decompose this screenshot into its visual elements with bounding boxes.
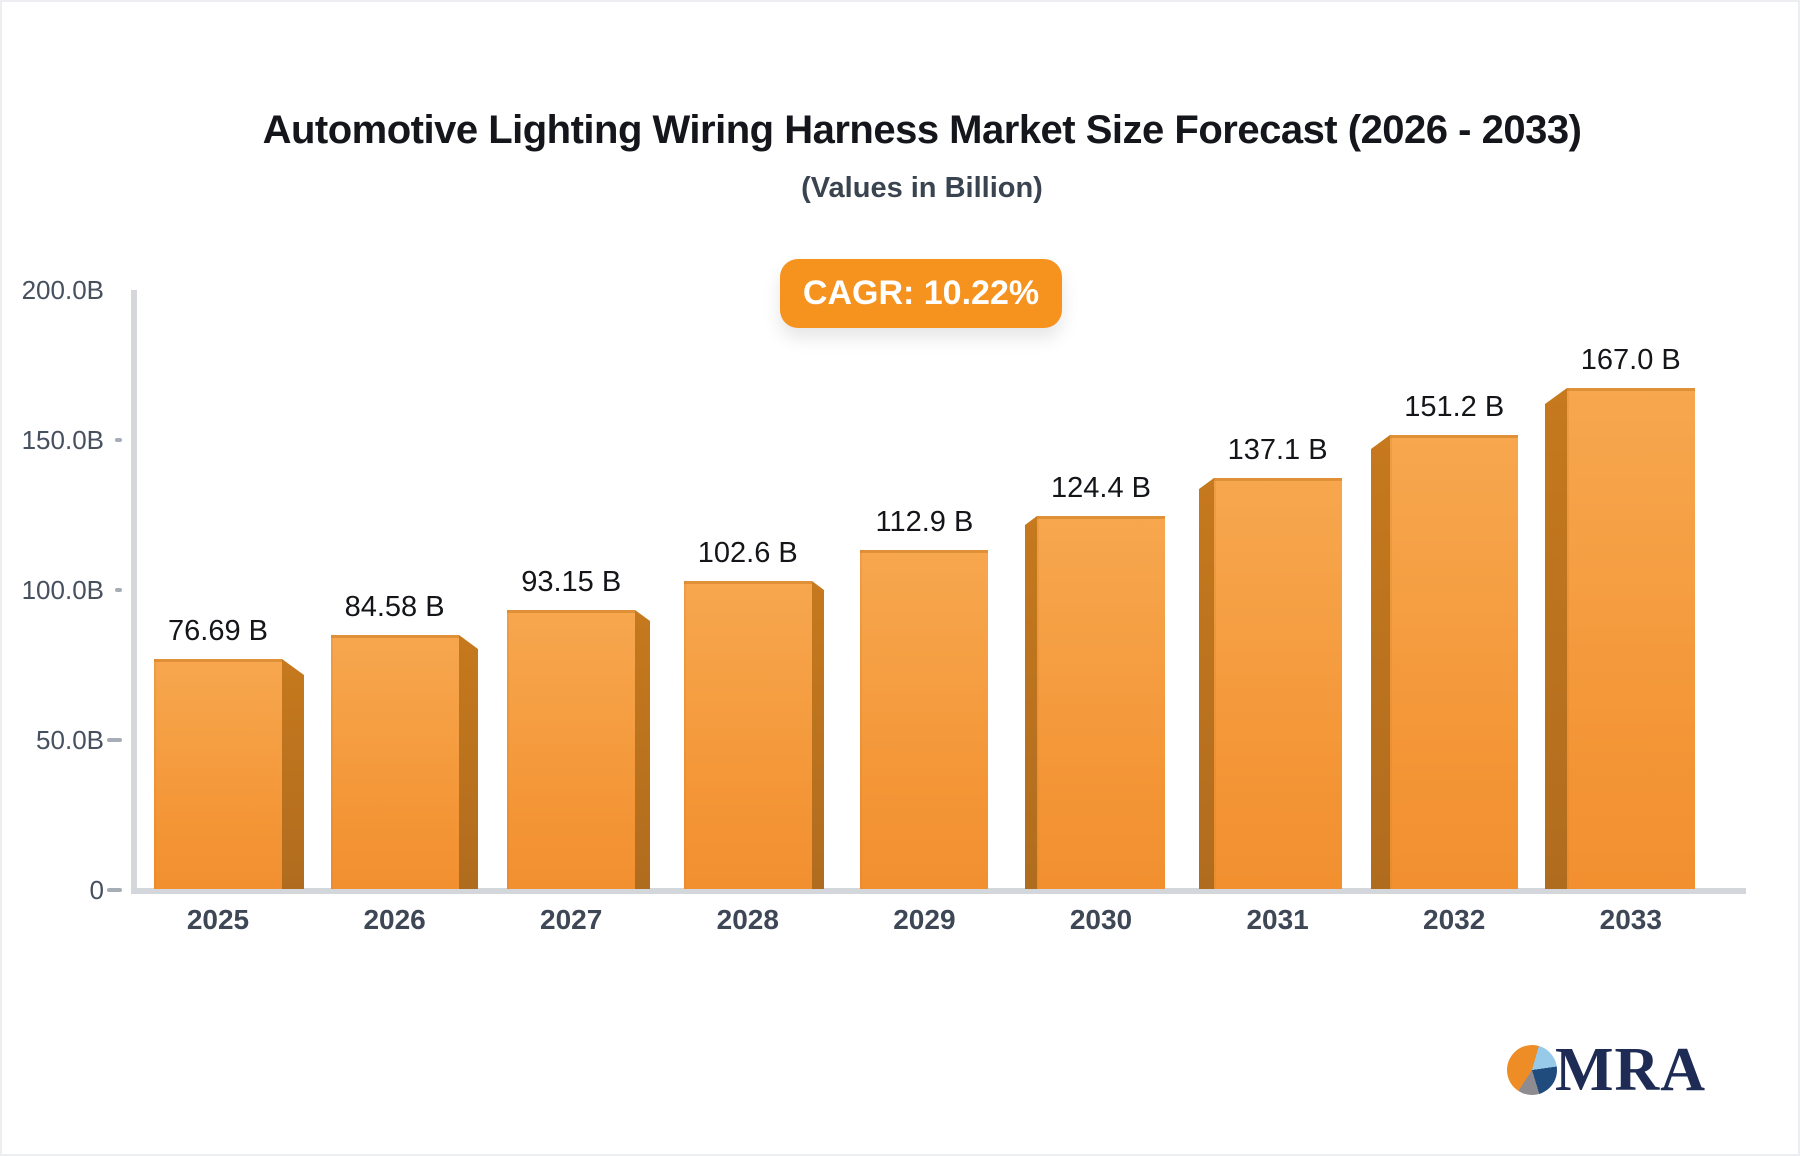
bar-side-2027	[635, 610, 650, 889]
x-axis-label-2025: 2025	[186, 904, 250, 935]
bar-value-label-2027: 93.15 B	[521, 566, 622, 598]
y-axis-tick-mark	[107, 888, 122, 892]
bar-2027	[507, 610, 635, 889]
x-axis-label-2031: 2031	[1246, 904, 1309, 935]
bar-value-label-2026: 84.58 B	[344, 591, 445, 623]
cagr-badge-label: CAGR: 10.22%	[802, 274, 1040, 312]
bar-side-2033	[1545, 388, 1567, 889]
y-axis-tick-label: 0	[89, 875, 104, 905]
bar-value-label-2029: 112.9 B	[875, 506, 974, 538]
y-axis-tick-label: 150.0B	[21, 425, 104, 455]
x-axis-label-2033: 2033	[1599, 904, 1662, 935]
x-axis-label-2029: 2029	[893, 904, 956, 935]
bar-2033	[1567, 388, 1695, 889]
x-axis-label-2032: 2032	[1423, 904, 1486, 935]
chart-subtitle: (Values in Billion)	[801, 172, 1043, 204]
bar-value-label-2025: 76.69 B	[168, 615, 268, 647]
logo-text: MRA	[1555, 1036, 1707, 1104]
cagr-badge: CAGR: 10.22%	[780, 259, 1062, 328]
x-axis-label-2026: 2026	[363, 904, 426, 935]
x-axis-label-2028: 2028	[716, 904, 779, 935]
bar-2032	[1390, 435, 1518, 889]
bar-value-label-2031: 137.1 B	[1227, 434, 1328, 466]
y-axis-tick-label: 50.0B	[36, 725, 104, 755]
mra-logo: MRA	[1507, 1036, 1707, 1104]
bar-side-2030	[1025, 516, 1037, 889]
bar-2028	[684, 581, 812, 889]
bar-side-2031	[1199, 478, 1214, 889]
chart-title: Automotive Lighting Wiring Harness Marke…	[262, 108, 1582, 152]
bar-2029	[860, 550, 988, 889]
y-axis-tick-mark	[115, 438, 122, 442]
x-axis-label-2030: 2030	[1069, 904, 1133, 935]
bar-value-label-2030: 124.4 B	[1051, 472, 1151, 504]
y-axis-line	[131, 290, 137, 894]
bar-side-2025	[282, 659, 304, 889]
y-axis-tick-label: 200.0B	[21, 275, 104, 305]
bar-2026	[331, 635, 459, 889]
bar-value-label-2033: 167.0 B	[1580, 344, 1681, 376]
y-axis-tick-label: 100.0B	[21, 575, 104, 605]
x-axis-label-2027: 2027	[540, 904, 603, 935]
bar-side-2028	[812, 581, 824, 889]
bar-side-2032	[1371, 435, 1390, 889]
y-axis-tick-mark	[115, 588, 122, 592]
y-axis-tick-mark	[107, 738, 122, 742]
bar-value-label-2028: 102.6 B	[697, 537, 798, 569]
bar-value-label-2032: 151.2 B	[1404, 391, 1505, 423]
bar-2031	[1214, 478, 1342, 889]
bar-2025	[154, 659, 282, 889]
bar-side-2026	[459, 635, 478, 889]
pie-chart-logo-icon	[1507, 1045, 1557, 1095]
bar-2030	[1037, 516, 1165, 889]
x-axis-line	[131, 888, 1746, 894]
